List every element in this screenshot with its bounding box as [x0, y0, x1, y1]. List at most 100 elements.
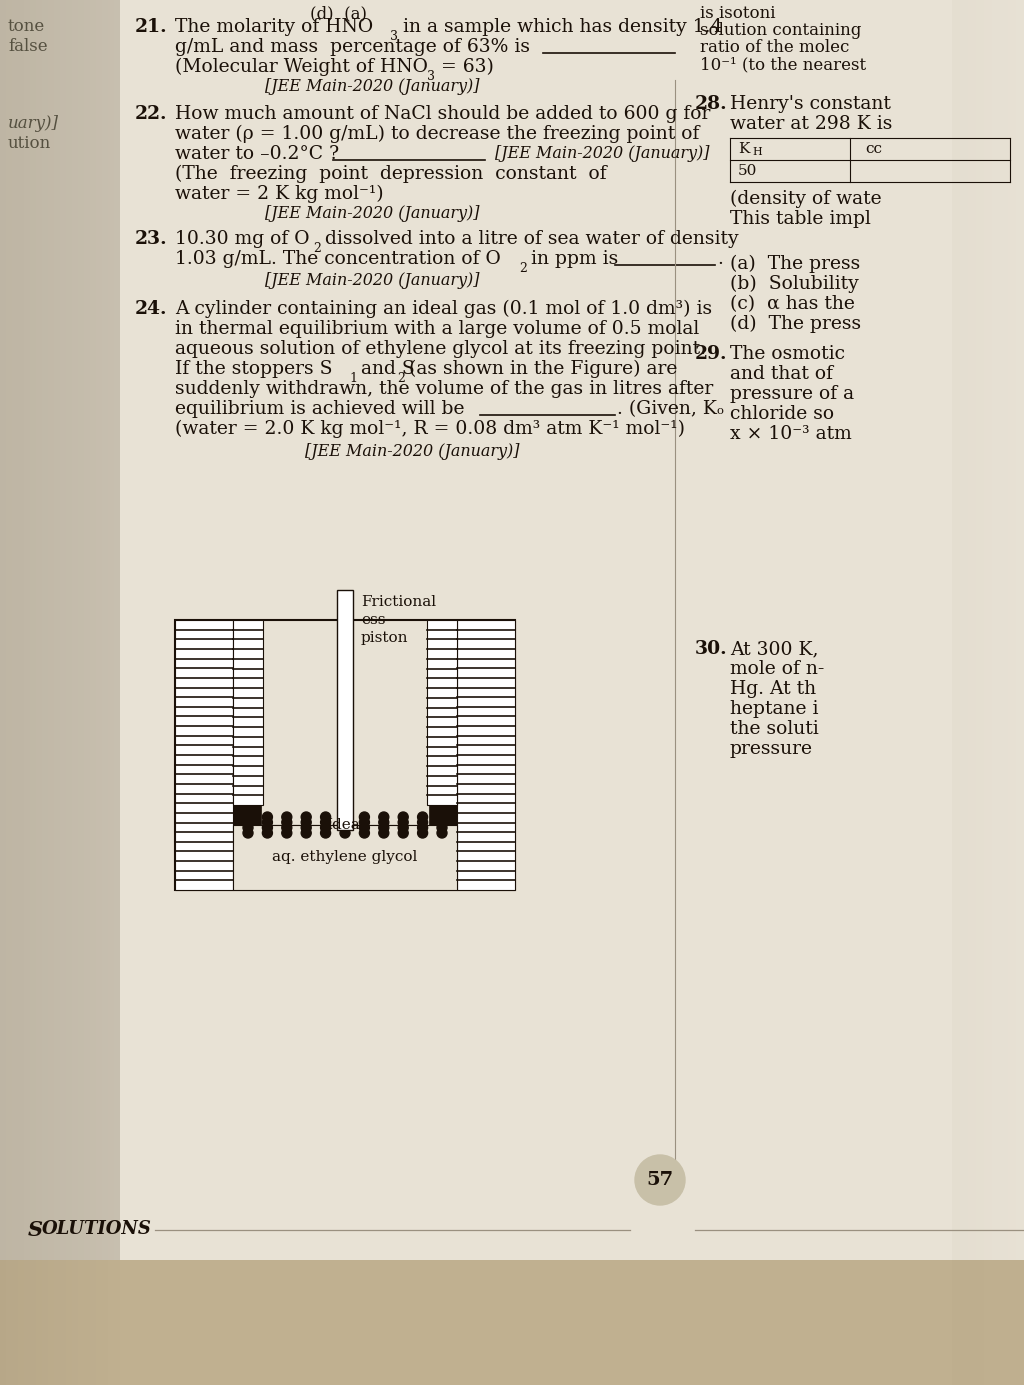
Text: 1: 1 — [349, 373, 357, 385]
Circle shape — [437, 823, 447, 832]
Bar — [54, 0, 60, 1385]
Text: (water = 2.0 K kg mol⁻¹, R = 0.08 dm³ atm K⁻¹ mol⁻¹): (water = 2.0 K kg mol⁻¹, R = 0.08 dm³ at… — [175, 420, 685, 438]
Text: the soluti: the soluti — [730, 720, 819, 738]
Text: tone: tone — [8, 18, 45, 35]
Text: 10⁻¹ (to the nearest: 10⁻¹ (to the nearest — [700, 55, 866, 73]
Bar — [96, 0, 102, 1385]
Bar — [984, 0, 992, 1385]
Bar — [175, 620, 233, 891]
Text: This table impl: This table impl — [730, 211, 870, 229]
Bar — [976, 0, 984, 1385]
Text: [JEE Main-2020 (January)]: [JEE Main-2020 (January)] — [495, 145, 710, 162]
Bar — [429, 805, 457, 825]
Bar — [427, 620, 457, 805]
Text: .: . — [717, 251, 723, 269]
Text: ess: ess — [361, 614, 385, 627]
Text: solution containing: solution containing — [700, 22, 861, 39]
Bar — [961, 0, 968, 1385]
Text: pressure: pressure — [730, 740, 813, 758]
Bar — [6, 0, 12, 1385]
Bar — [72, 0, 78, 1385]
Text: (density of wate: (density of wate — [730, 190, 882, 208]
Circle shape — [437, 817, 447, 827]
Circle shape — [418, 823, 428, 832]
Text: chloride so: chloride so — [730, 404, 835, 422]
Bar — [114, 0, 120, 1385]
Bar — [952, 0, 961, 1385]
Bar — [102, 0, 108, 1385]
Text: [JEE Main-2020 (January)]: [JEE Main-2020 (January)] — [305, 443, 519, 460]
Bar — [0, 0, 6, 1385]
Bar — [36, 0, 42, 1385]
Circle shape — [340, 828, 350, 838]
Bar — [60, 0, 66, 1385]
Circle shape — [262, 812, 272, 823]
Text: in ppm is: in ppm is — [525, 251, 618, 269]
Bar — [1016, 0, 1024, 1385]
Text: 1: 1 — [247, 830, 254, 839]
Text: ution: ution — [8, 134, 51, 152]
Circle shape — [359, 823, 370, 832]
Text: 3: 3 — [390, 30, 398, 43]
Bar — [233, 825, 457, 891]
Text: (c)  α has the: (c) α has the — [730, 295, 855, 313]
Text: 57: 57 — [646, 1170, 674, 1188]
Text: S: S — [234, 827, 246, 841]
Text: 1.03 g/mL. The concentration of O: 1.03 g/mL. The concentration of O — [175, 251, 501, 269]
Circle shape — [340, 817, 350, 827]
Text: dissolved into a litre of sea water of density: dissolved into a litre of sea water of d… — [319, 230, 738, 248]
Circle shape — [379, 817, 389, 827]
Text: water = 2 K kg mol⁻¹): water = 2 K kg mol⁻¹) — [175, 186, 384, 204]
Circle shape — [379, 828, 389, 838]
Circle shape — [340, 823, 350, 832]
Text: (d)  (a): (d) (a) — [310, 6, 367, 22]
Text: 23.: 23. — [135, 230, 168, 248]
Text: (d)  The press: (d) The press — [730, 314, 861, 334]
Circle shape — [379, 812, 389, 823]
Text: (b)  Solubility: (b) Solubility — [730, 276, 859, 294]
Text: water at 298 K is: water at 298 K is — [730, 115, 892, 133]
Text: A cylinder containing an ideal gas (0.1 mol of 1.0 dm³) is: A cylinder containing an ideal gas (0.1 … — [175, 301, 712, 319]
Text: 21.: 21. — [135, 18, 168, 36]
Bar — [90, 0, 96, 1385]
Text: How much amount of NaCl should be added to 600 g for: How much amount of NaCl should be added … — [175, 105, 711, 123]
Text: in thermal equilibrium with a large volume of 0.5 molal: in thermal equilibrium with a large volu… — [175, 320, 699, 338]
Bar — [48, 0, 54, 1385]
Bar — [233, 805, 261, 825]
Text: x × 10⁻³ atm: x × 10⁻³ atm — [730, 425, 852, 443]
Text: [JEE Main-2020 (January)]: [JEE Main-2020 (January)] — [265, 78, 479, 96]
Circle shape — [301, 812, 311, 823]
Bar — [1000, 0, 1008, 1385]
Text: (Molecular Weight of HNO: (Molecular Weight of HNO — [175, 58, 428, 76]
Circle shape — [359, 817, 370, 827]
Circle shape — [321, 828, 331, 838]
Text: The molarity of HNO: The molarity of HNO — [175, 18, 373, 36]
Bar — [233, 620, 263, 805]
Text: water (ρ = 1.00 g/mL) to decrease the freezing point of: water (ρ = 1.00 g/mL) to decrease the fr… — [175, 125, 699, 143]
Text: 2: 2 — [397, 373, 404, 385]
Bar — [457, 620, 515, 891]
Text: and S: and S — [355, 360, 415, 378]
Text: aqueous solution of ethylene glycol at its freezing point.: aqueous solution of ethylene glycol at i… — [175, 339, 706, 357]
Text: is isotoni: is isotoni — [700, 6, 775, 22]
Text: K: K — [738, 143, 750, 157]
Circle shape — [243, 812, 253, 823]
Text: false: false — [8, 37, 48, 55]
Bar — [18, 0, 24, 1385]
Circle shape — [243, 817, 253, 827]
Circle shape — [301, 828, 311, 838]
Text: piston: piston — [361, 632, 409, 645]
Bar — [66, 0, 72, 1385]
Bar — [42, 0, 48, 1385]
Text: If the stoppers S: If the stoppers S — [175, 360, 333, 378]
Text: heptane i: heptane i — [730, 699, 818, 717]
Text: and that of: and that of — [730, 366, 833, 384]
Circle shape — [321, 823, 331, 832]
Text: 10.30 mg of O: 10.30 mg of O — [175, 230, 309, 248]
Text: (as shown in the Figure) are: (as shown in the Figure) are — [403, 360, 677, 378]
Text: S: S — [431, 827, 441, 841]
Text: At 300 K,: At 300 K, — [730, 640, 818, 658]
Text: water to –0.2°C ?: water to –0.2°C ? — [175, 145, 339, 163]
Circle shape — [301, 817, 311, 827]
Circle shape — [398, 812, 409, 823]
